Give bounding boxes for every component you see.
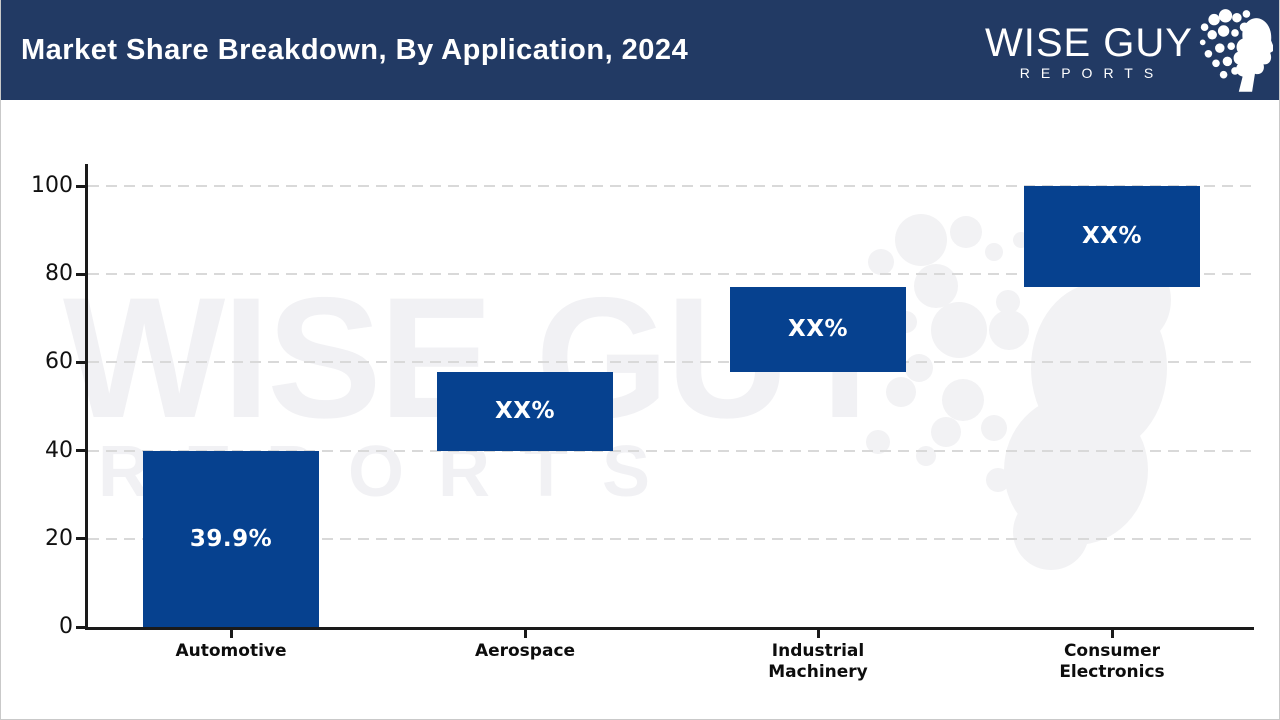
- x-axis-tick-0: [229, 630, 233, 638]
- y-axis-tick-20: [76, 537, 85, 541]
- y-axis-tick-40: [76, 449, 85, 453]
- bar-value-label: 39.9%: [189, 526, 273, 552]
- y-tick-label-20: 20: [45, 525, 73, 551]
- gridline-100: [88, 185, 1254, 187]
- logo-wordmark: WISE GUY: [984, 20, 1193, 65]
- x-category-label-2: Industrial Machinery: [768, 641, 868, 682]
- x-axis-tick-1: [523, 630, 527, 638]
- y-axis-tick-0: [76, 625, 85, 629]
- x-axis-spine: [85, 627, 1254, 630]
- gridline-40: [88, 449, 1254, 452]
- bar-value-label: XX%: [787, 316, 848, 343]
- bar-aerospace: XX%: [437, 371, 613, 452]
- y-tick-label-40: 40: [45, 437, 73, 463]
- x-category-label-1: Aerospace: [474, 641, 576, 661]
- y-axis-tick-60: [76, 360, 85, 364]
- logo-text-block: WISE GUY REPORTS: [985, 22, 1193, 81]
- gridline-80: [88, 273, 1254, 276]
- x-category-label-3: Consumer Electronics: [1059, 641, 1165, 682]
- y-tick-label-60: 60: [45, 349, 73, 375]
- y-axis-spine: [85, 164, 88, 630]
- y-tick-label-0: 0: [59, 614, 73, 639]
- x-category-label-0: Automotive: [175, 641, 287, 661]
- y-tick-label-80: 80: [45, 261, 73, 287]
- bar-industrial-machinery: XX%: [730, 286, 906, 372]
- x-axis-tick-2: [816, 630, 820, 638]
- dotted-head-profile-icon: [1199, 9, 1273, 92]
- wiseguy-logo: WISE GUY REPORTS: [985, 4, 1273, 96]
- gridline-60: [88, 361, 1254, 364]
- x-axis-tick-3: [1110, 630, 1114, 638]
- y-axis-tick-100: [76, 184, 85, 188]
- logo-subtitle: REPORTS: [1019, 64, 1165, 81]
- y-axis-tick-80: [76, 272, 85, 276]
- bar-value-label: XX%: [494, 398, 555, 425]
- chart-title: Market Share Breakdown, By Application, …: [21, 34, 689, 66]
- y-tick-label-100: 100: [31, 173, 73, 198]
- gridline-20: [88, 537, 1254, 540]
- bar-automotive: 39.9%: [143, 451, 319, 627]
- bar-consumer-electronics: XX%: [1024, 186, 1200, 287]
- bar-value-label: XX%: [1081, 223, 1142, 250]
- header-bar: Market Share Breakdown, By Application, …: [1, 0, 1279, 100]
- watermark-dotted-head-graphic: [860, 214, 1171, 570]
